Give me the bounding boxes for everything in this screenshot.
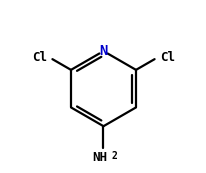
Text: N: N	[99, 44, 107, 58]
Text: Cl: Cl	[32, 51, 47, 64]
Text: Cl: Cl	[159, 51, 174, 64]
Text: NH: NH	[92, 152, 107, 165]
Text: 2: 2	[111, 151, 117, 161]
